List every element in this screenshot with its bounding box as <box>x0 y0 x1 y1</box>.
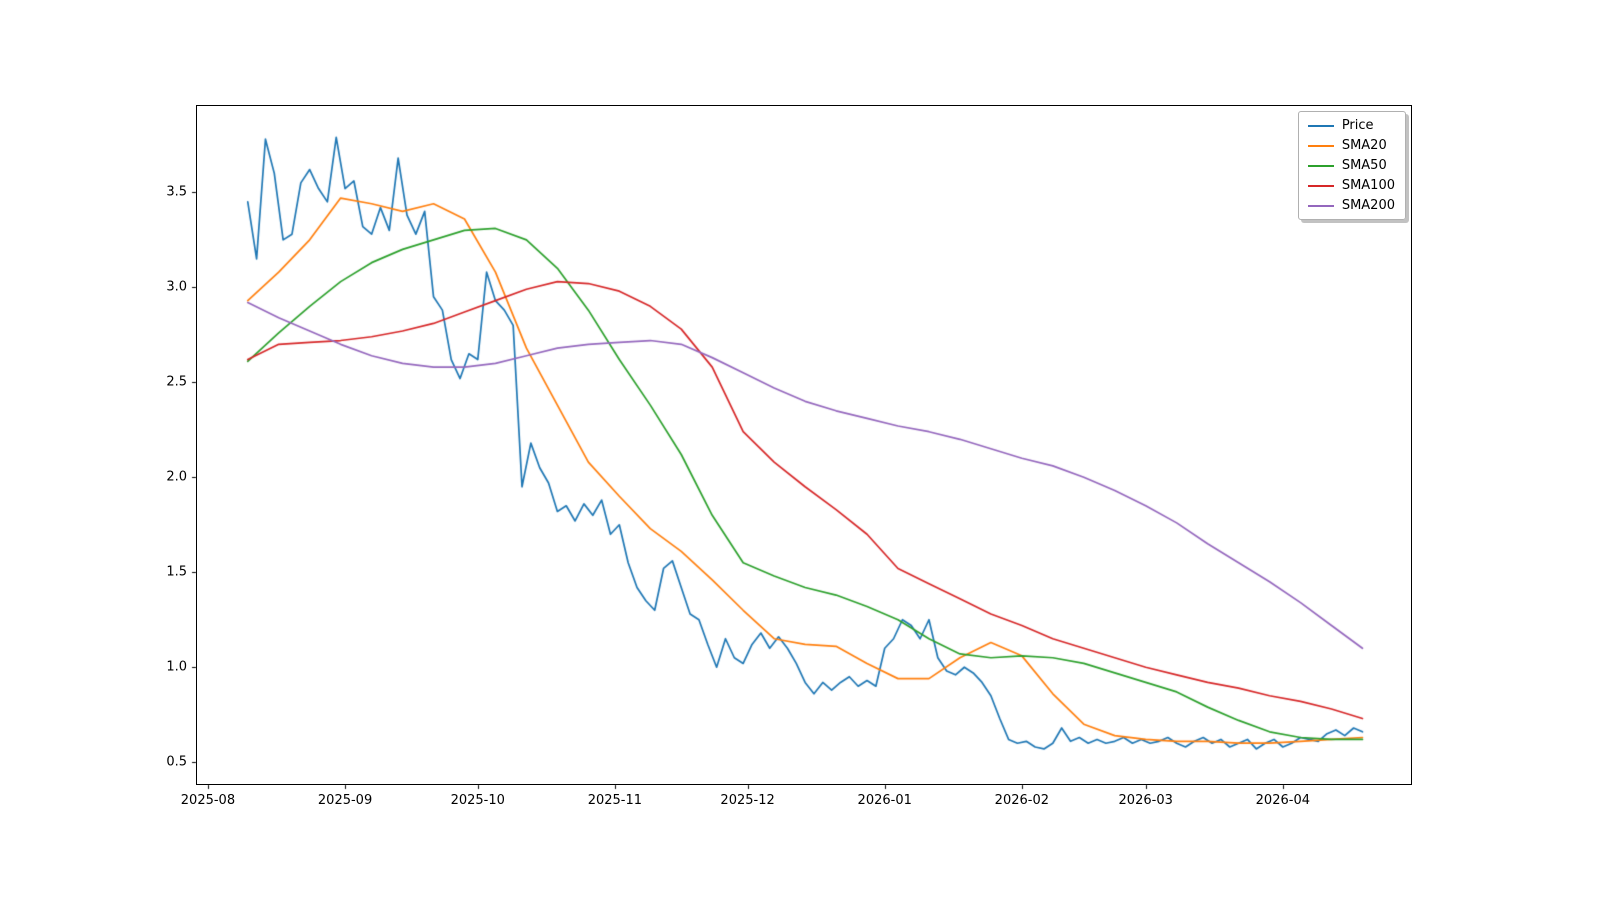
legend-entry-price: Price <box>1307 118 1395 133</box>
y-tick-label: 1.0 <box>166 659 187 675</box>
sma100-line-swatch <box>1307 184 1334 187</box>
legend-label-sma100: SMA100 <box>1341 178 1395 193</box>
y-tick-label: 3.0 <box>166 279 187 295</box>
x-tick-label: 2026-01 <box>857 793 912 808</box>
legend-entry-sma200: SMA200 <box>1307 198 1395 213</box>
y-tick-label: 3.5 <box>166 184 187 200</box>
price-line-swatch <box>1307 124 1334 127</box>
y-tick-label: 1.5 <box>166 564 187 580</box>
legend-label-sma50: SMA50 <box>1341 158 1387 173</box>
x-tick-label: 2025-09 <box>317 793 373 808</box>
x-tick-label: 2025-11 <box>587 793 643 808</box>
y-tick-label: 2.5 <box>166 374 187 390</box>
x-tick-label: 2026-03 <box>1118 793 1173 808</box>
sma50-line-swatch <box>1307 164 1334 167</box>
legend-entry-sma100: SMA100 <box>1307 178 1395 193</box>
legend-entry-sma20: SMA20 <box>1307 138 1395 153</box>
y-tick-label: 2.0 <box>166 469 187 485</box>
legend: Price SMA20 SMA50 SMA100 SMA200 <box>1297 111 1406 220</box>
legend-entry-sma50: SMA50 <box>1307 158 1395 173</box>
sma200-line-swatch <box>1307 204 1334 207</box>
x-tick-label: 2025-12 <box>720 793 775 808</box>
x-tick-label: 2025-08 <box>180 793 236 808</box>
legend-label-price: Price <box>1341 118 1374 133</box>
legend-label-sma200: SMA200 <box>1341 198 1395 213</box>
x-tick-label: 2025-10 <box>450 793 505 808</box>
legend-label-sma20: SMA20 <box>1341 138 1387 153</box>
y-tick-label: 0.5 <box>166 754 187 770</box>
x-tick-label: 2026-02 <box>994 793 1050 808</box>
sma20-line-swatch <box>1307 144 1334 147</box>
x-tick-label: 2026-04 <box>1255 793 1310 808</box>
